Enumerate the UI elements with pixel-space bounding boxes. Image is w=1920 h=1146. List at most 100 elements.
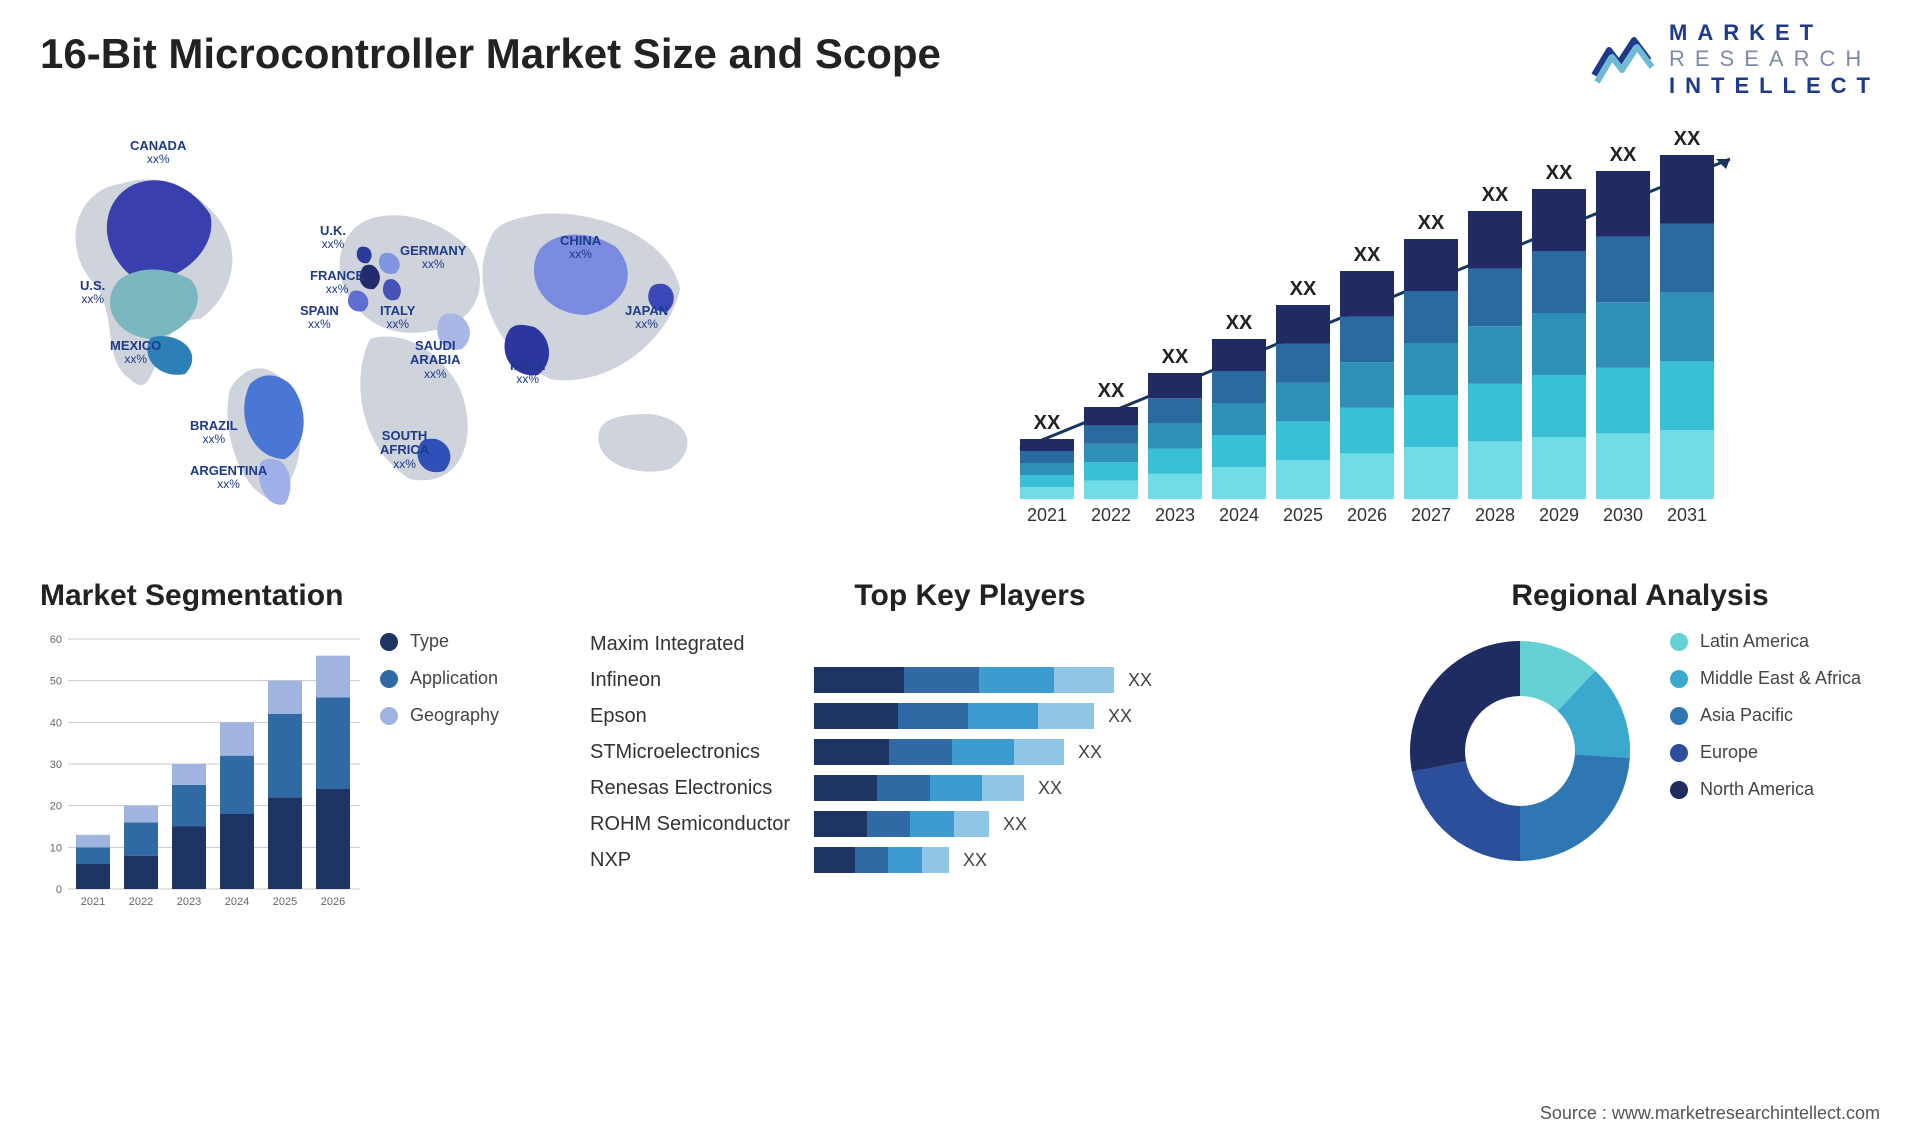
regional-legend-latinamerica: Latin America (1670, 631, 1861, 652)
svg-text:XX: XX (1034, 412, 1061, 434)
brand-logo: MARKET RESEARCH INTELLECT (1589, 20, 1880, 99)
player-row-renesaselectronics: Renesas Electronics XX (590, 775, 1350, 801)
player-bar (814, 775, 1024, 801)
player-bar (814, 847, 949, 873)
svg-text:2022: 2022 (129, 896, 153, 908)
regional-legend-middleeastafrica: Middle East & Africa (1670, 668, 1861, 689)
player-bar (814, 739, 1064, 765)
svg-text:2028: 2028 (1475, 505, 1515, 525)
player-value: XX (1003, 814, 1027, 835)
player-bar (814, 703, 1094, 729)
players-list: Maxim IntegratedInfineonXXEpsonXXSTMicro… (590, 631, 1350, 873)
svg-text:30: 30 (50, 759, 62, 771)
svg-text:10: 10 (50, 843, 62, 855)
player-value: XX (963, 850, 987, 871)
page-title: 16-Bit Microcontroller Market Size and S… (40, 30, 941, 78)
regional-legend-europe: Europe (1670, 742, 1861, 763)
map-label-canada: CANADAxx% (130, 139, 186, 166)
map-label-southafrica: SOUTHAFRICAxx% (380, 429, 429, 471)
player-row-rohmsemiconductor: ROHM SemiconductorXX (590, 811, 1350, 837)
segmentation-legend: Type Application Geography (380, 631, 499, 911)
regional-donut-chart (1400, 631, 1640, 871)
svg-text:2021: 2021 (1027, 505, 1067, 525)
player-row-infineon: Infineon XX (590, 667, 1350, 693)
svg-text:XX: XX (1354, 244, 1381, 266)
svg-text:20: 20 (50, 801, 62, 813)
map-label-germany: GERMANYxx% (400, 244, 466, 271)
regional-legend-asiapacific: Asia Pacific (1670, 705, 1861, 726)
regional-legend-northamerica: North America (1670, 779, 1861, 800)
svg-text:XX: XX (1546, 162, 1573, 184)
header: 16-Bit Microcontroller Market Size and S… (40, 20, 1880, 99)
top-row: CANADAxx%U.S.xx%MEXICOxx%BRAZILxx%ARGENT… (40, 129, 1880, 529)
svg-text:2026: 2026 (1347, 505, 1387, 525)
svg-text:XX: XX (1418, 212, 1445, 234)
svg-text:XX: XX (1226, 312, 1253, 334)
svg-text:0: 0 (56, 884, 62, 896)
svg-text:2024: 2024 (225, 896, 249, 908)
player-value: XX (1108, 706, 1132, 727)
map-label-india: INDIAxx% (510, 359, 545, 386)
svg-text:40: 40 (50, 718, 62, 730)
player-name: Epson (590, 705, 800, 728)
map-label-us: U.S.xx% (80, 279, 105, 306)
map-label-japan: JAPANxx% (625, 304, 668, 331)
svg-text:2021: 2021 (81, 896, 105, 908)
player-name: Infineon (590, 669, 800, 692)
seg-legend-geography: Geography (380, 705, 499, 726)
player-value: XX (1128, 670, 1152, 691)
segmentation-bar-chart: 0 10 20 30 40 50 60 2021 2022 2023 2024 2025 2026 (40, 631, 360, 911)
segmentation-panel: Market Segmentation 0 10 20 30 40 50 60 2021 202… (40, 579, 540, 911)
player-name: STMicroelectronics (590, 741, 800, 764)
seg-legend-application: Application (380, 668, 499, 689)
player-row-stmicroelectronics: STMicroelectronics XX (590, 739, 1350, 765)
svg-text:2026: 2026 (321, 896, 345, 908)
svg-text:2023: 2023 (177, 896, 201, 908)
player-bar (814, 667, 1114, 693)
player-value: XX (1078, 742, 1102, 763)
logo-icon (1589, 30, 1659, 90)
svg-text:2022: 2022 (1091, 505, 1131, 525)
logo-line1: MARKET (1669, 20, 1880, 46)
player-name: Renesas Electronics (590, 777, 800, 800)
trend-chart-panel: XX 2021 XX 2022 XX 2023 XX 2024 XX 2025 XX 2026 XX 20… (990, 129, 1880, 529)
svg-text:2025: 2025 (273, 896, 297, 908)
svg-text:2024: 2024 (1219, 505, 1259, 525)
map-label-brazil: BRAZILxx% (190, 419, 238, 446)
svg-text:XX: XX (1098, 380, 1125, 402)
player-bar (814, 631, 1124, 657)
svg-text:XX: XX (1610, 144, 1637, 166)
svg-text:2025: 2025 (1283, 505, 1323, 525)
player-value: XX (1038, 778, 1062, 799)
regional-legend: Latin America Middle East & Africa Asia Pa… (1670, 631, 1861, 800)
map-label-china: CHINAxx% (560, 234, 601, 261)
world-map-panel: CANADAxx%U.S.xx%MEXICOxx%BRAZILxx%ARGENT… (40, 129, 930, 529)
svg-text:50: 50 (50, 676, 62, 688)
trend-bar-chart: XX 2021 XX 2022 XX 2023 XX 2024 XX 2025 XX 2026 XX 20… (990, 129, 1750, 529)
player-row-epson: Epson XX (590, 703, 1350, 729)
player-bar (814, 811, 989, 837)
logo-line3: INTELLECT (1669, 73, 1880, 99)
svg-text:2029: 2029 (1539, 505, 1579, 525)
svg-text:XX: XX (1162, 346, 1189, 368)
svg-text:2023: 2023 (1155, 505, 1195, 525)
map-label-italy: ITALYxx% (380, 304, 415, 331)
segmentation-title: Market Segmentation (40, 579, 540, 613)
players-panel: Top Key Players Maxim Integrated Infineon… (590, 579, 1350, 911)
map-label-saudiarabia: SAUDIARABIAxx% (410, 339, 461, 381)
map-label-uk: U.K.xx% (320, 224, 346, 251)
logo-text: MARKET RESEARCH INTELLECT (1669, 20, 1880, 99)
map-label-france: FRANCExx% (310, 269, 364, 296)
player-row-maximintegrated: Maxim Integrated (590, 631, 1350, 657)
player-row-nxp: NXP XX (590, 847, 1350, 873)
player-name: NXP (590, 849, 800, 872)
seg-legend-type: Type (380, 631, 499, 652)
player-name: Maxim Integrated (590, 633, 800, 656)
map-label-mexico: MEXICOxx% (110, 339, 161, 366)
regional-panel: Regional Analysis Latin America Middle Ea… (1400, 579, 1880, 911)
svg-text:2030: 2030 (1603, 505, 1643, 525)
svg-text:60: 60 (50, 634, 62, 646)
players-title: Top Key Players (590, 579, 1350, 613)
svg-text:XX: XX (1290, 278, 1317, 300)
regional-title: Regional Analysis (1400, 579, 1880, 613)
